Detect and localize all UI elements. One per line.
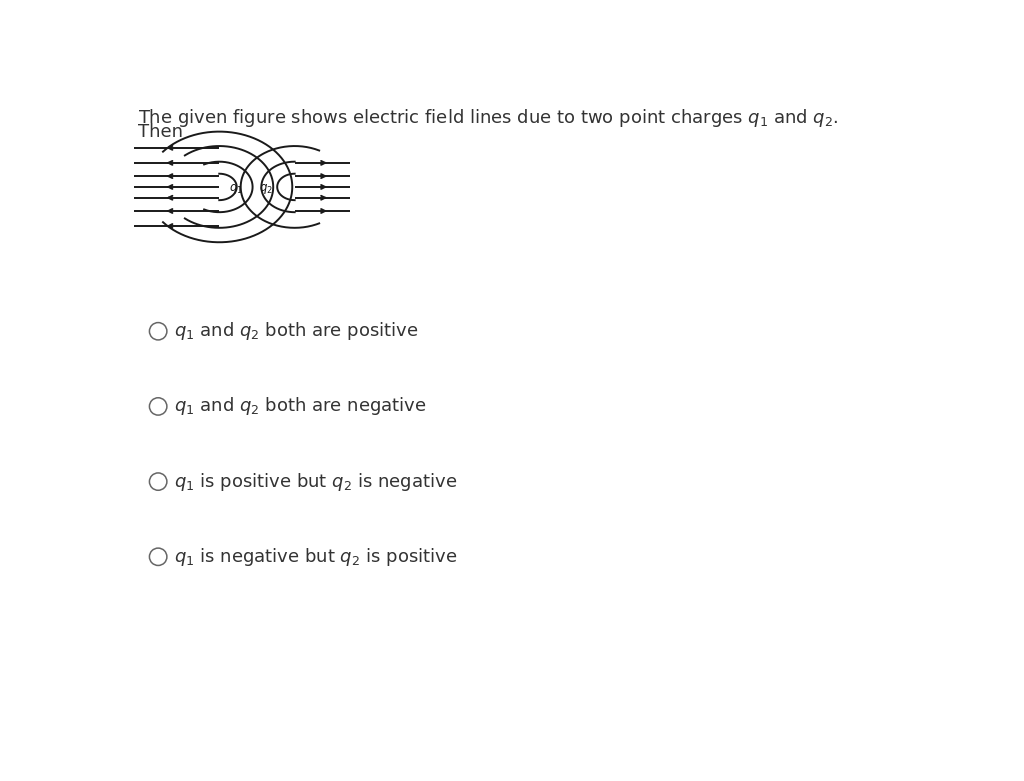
Text: Then: Then: [137, 123, 182, 141]
Text: $q_1$ and $q_2$ both are negative: $q_1$ and $q_2$ both are negative: [174, 395, 427, 417]
Text: $q_1$ is negative but $q_2$ is positive: $q_1$ is negative but $q_2$ is positive: [174, 546, 458, 568]
Text: $q_1$ is positive but $q_2$ is negative: $q_1$ is positive but $q_2$ is negative: [174, 471, 458, 493]
Text: $q_2$: $q_2$: [259, 182, 272, 196]
Text: $q_1$: $q_1$: [228, 182, 243, 196]
Text: $q_1$ and $q_2$ both are positive: $q_1$ and $q_2$ both are positive: [174, 320, 419, 342]
Text: The given figure shows electric field lines due to two point charges $q_1$ and $: The given figure shows electric field li…: [137, 107, 838, 129]
